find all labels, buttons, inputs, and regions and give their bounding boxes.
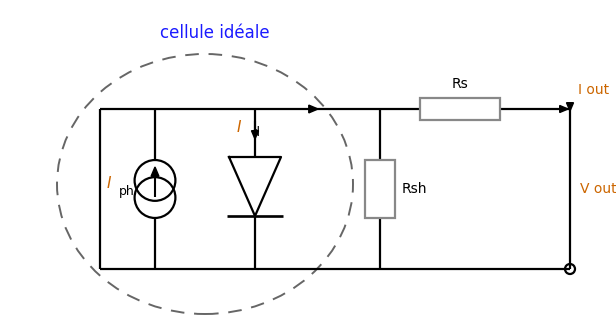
Text: V out: V out — [580, 182, 616, 196]
Text: I out: I out — [578, 83, 609, 97]
Text: cellule idéale: cellule idéale — [160, 24, 270, 42]
Polygon shape — [560, 106, 568, 112]
Text: I: I — [237, 120, 241, 134]
Polygon shape — [567, 103, 573, 111]
Bar — [365, 160, 395, 218]
Polygon shape — [229, 157, 281, 216]
Polygon shape — [309, 105, 318, 113]
Text: d: d — [251, 126, 259, 140]
Text: Rs: Rs — [452, 77, 468, 91]
Text: Rsh: Rsh — [402, 182, 428, 196]
Polygon shape — [251, 131, 259, 139]
Bar — [420, 98, 500, 120]
Text: I: I — [107, 177, 111, 191]
Polygon shape — [151, 167, 159, 176]
Text: ph: ph — [119, 186, 135, 199]
